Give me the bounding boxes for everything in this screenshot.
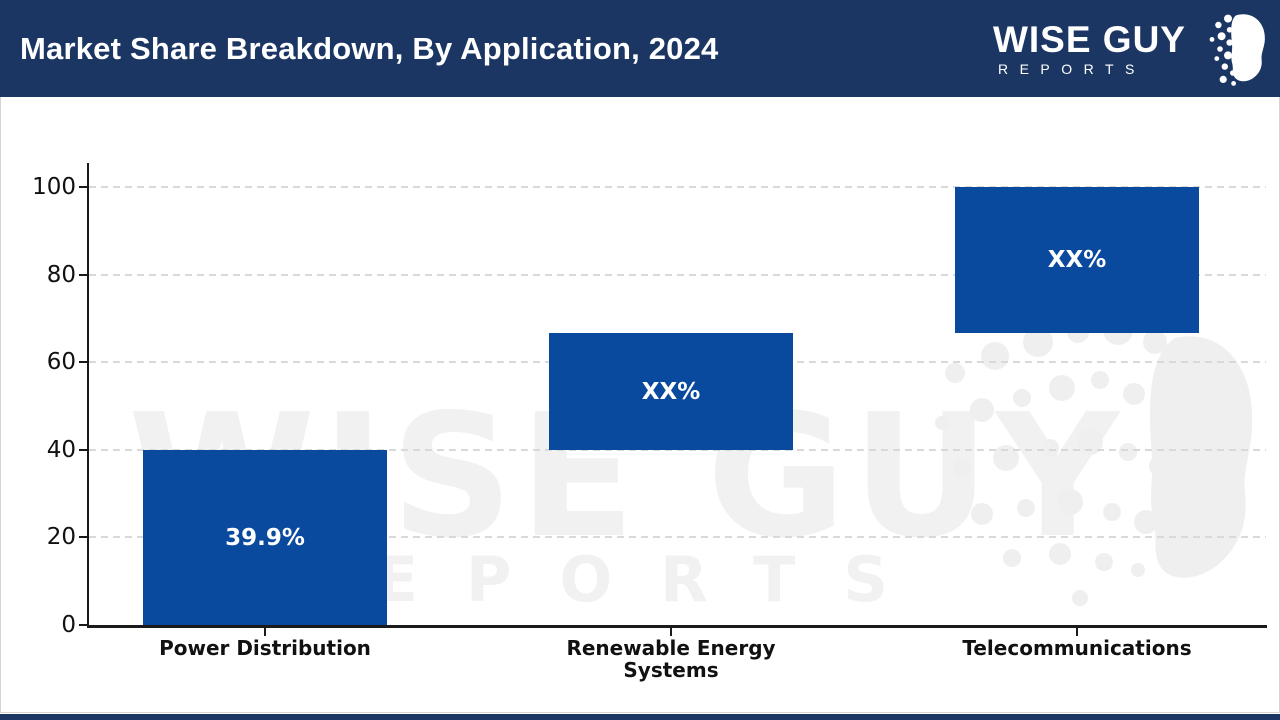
y-tick-40 [79,448,87,451]
wiseguy-face-icon [1209,14,1265,86]
y-tick-80 [79,273,87,276]
x-axis-line [87,625,1267,628]
y-tick-label-0: 0 [61,612,76,638]
y-tick-20 [79,536,87,539]
y-tick-label-60: 60 [46,349,76,376]
bar-renewable-energy-systems [549,332,793,451]
y-axis-line [87,163,89,627]
category-label: Telecommunications [962,636,1192,660]
category-label: Renewable Energy Systems [566,636,776,682]
y-tick-0 [79,624,87,626]
x-tick [670,628,672,636]
y-tick-100 [79,186,87,188]
left-border [0,97,1,712]
x-tick [264,628,266,636]
gridline-100 [89,186,1266,188]
gridline-20 [89,536,1266,539]
y-tick-60 [79,361,87,364]
bar-value-label: 39.9% [225,524,305,551]
category-label: Power Distribution [159,636,371,660]
bar-telecommunications [955,187,1199,333]
y-tick-label-80: 80 [46,261,76,288]
wiseguy-logo: WISE GUY REPORTS [993,8,1268,90]
logo-text: WISE GUY REPORTS [992,19,1186,77]
y-tick-label-40: 40 [46,436,76,463]
y-tick-label-20: 20 [46,524,76,551]
logo-wordmark: WISE GUY [992,19,1186,61]
x-tick [1076,628,1078,636]
y-tick-label-100: 100 [32,174,76,200]
bar-power-distribution [143,450,387,625]
bottom-rule [0,712,1280,713]
logo-subtext: REPORTS [997,60,1146,77]
bar-value-label: XX% [641,378,701,405]
header-bar: Market Share Breakdown, By Application, … [0,0,1280,97]
bar-value-label: XX% [1047,246,1107,273]
chart-title: Market Share Breakdown, By Application, … [20,30,719,66]
footer-bar [0,714,1280,720]
gridline-80 [89,273,1266,276]
